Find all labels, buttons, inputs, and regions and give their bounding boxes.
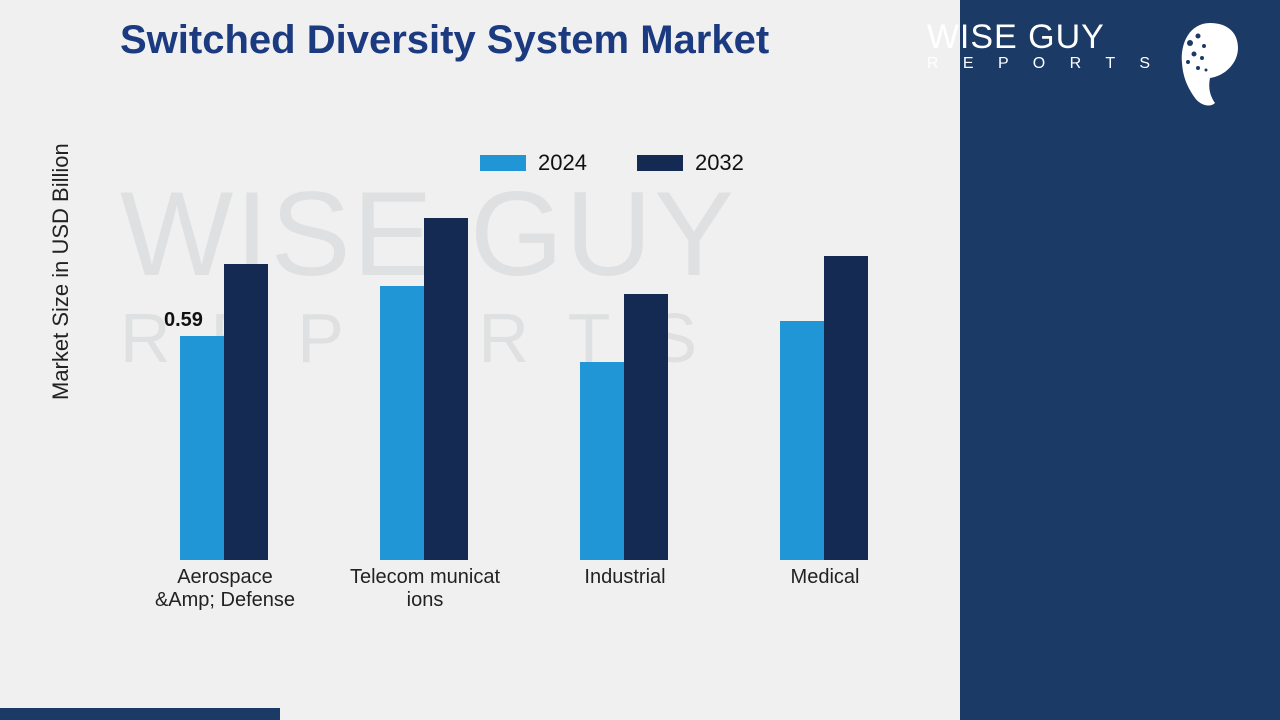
x-axis-label: Medical (745, 560, 905, 589)
brand-head-icon (1170, 18, 1250, 108)
chart-title: Switched Diversity System Market (120, 18, 769, 63)
value-label: 0.59 (164, 309, 203, 332)
bars-container: Aerospace &Amp; Defense0.59Telecom munic… (150, 180, 950, 560)
x-axis-label: Industrial (545, 560, 705, 589)
brand-line1: WISE GUY (927, 20, 1160, 54)
x-axis-label: Telecom municat ions (345, 560, 505, 612)
bar-2024 (380, 286, 424, 560)
x-axis-label: Aerospace &Amp; Defense (145, 560, 305, 612)
bar-2032 (224, 264, 268, 560)
footer-strip (0, 708, 280, 720)
bar-2032 (424, 218, 468, 560)
bar-2024 (780, 321, 824, 560)
chart-stage: WISE GUY REPORTS Switched Diversity Syst… (0, 0, 1280, 720)
bar-2032 (624, 294, 668, 560)
bar-2032 (824, 256, 868, 560)
bar-chart: Market Size in USD Billion 2024 2032 Aer… (60, 160, 960, 640)
bar-2024 (180, 336, 224, 560)
brand-line2: R E P O R T S (927, 56, 1160, 72)
side-panel (960, 0, 1280, 720)
brand-logo: WISE GUY R E P O R T S (927, 20, 1160, 72)
plot-area: Aerospace &Amp; Defense0.59Telecom munic… (150, 160, 950, 560)
y-axis-label: Market Size in USD Billion (48, 143, 74, 400)
bar-2024 (580, 362, 624, 560)
